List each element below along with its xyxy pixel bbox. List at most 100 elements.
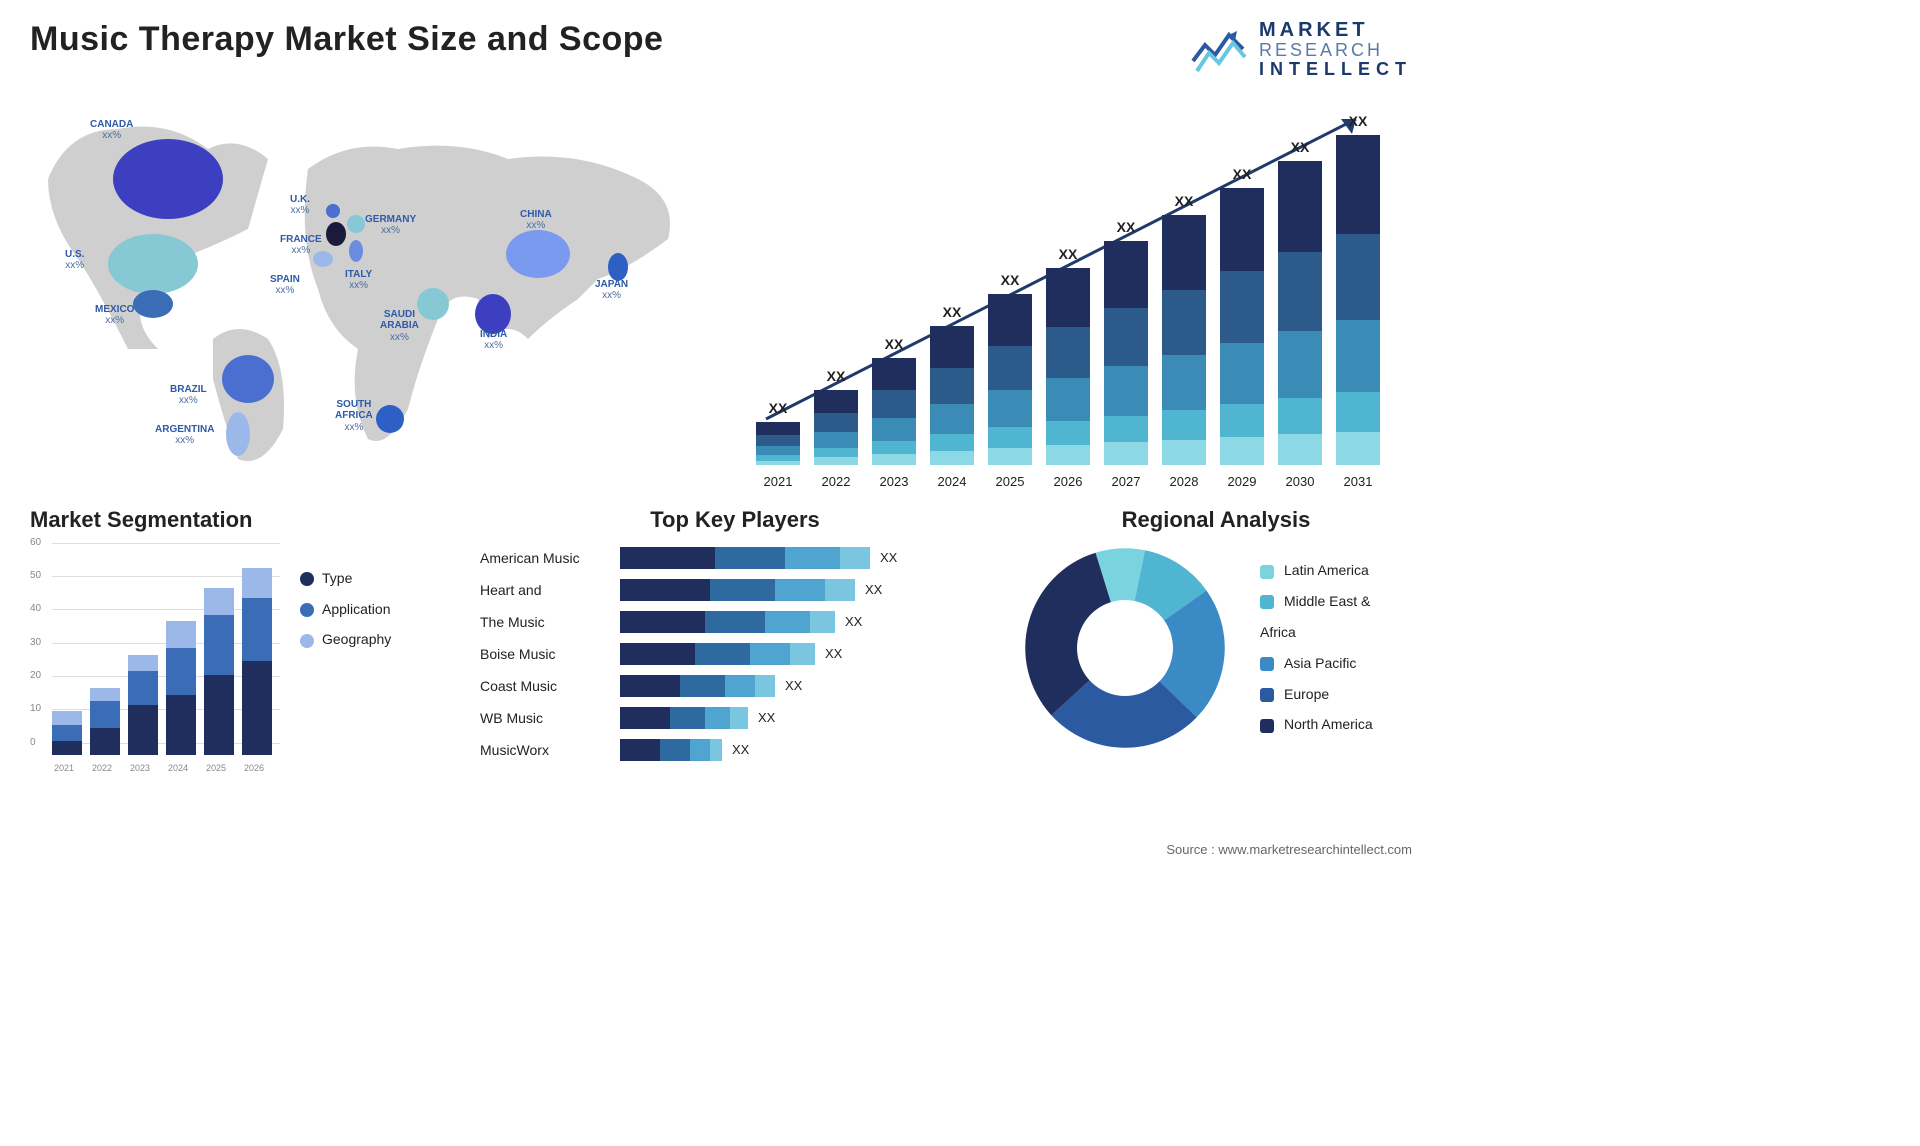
growth-bar-value: XX bbox=[1349, 113, 1368, 129]
seg-bar-segment bbox=[204, 615, 234, 675]
seg-legend-item: Type bbox=[300, 563, 391, 594]
map-label: FRANCExx% bbox=[280, 234, 322, 257]
region-legend-item: Latin America bbox=[1260, 555, 1373, 586]
growth-bar-year: 2030 bbox=[1286, 474, 1315, 489]
seg-bar-segment bbox=[128, 655, 158, 672]
seg-legend-item: Application bbox=[300, 594, 391, 625]
player-value: XX bbox=[758, 710, 775, 725]
growth-bar-panel: XX2021XX2022XX2023XX2024XX2025XX2026XX20… bbox=[736, 89, 1412, 489]
seg-bar-segment bbox=[204, 675, 234, 755]
growth-bar bbox=[930, 326, 974, 464]
growth-bar bbox=[1046, 268, 1090, 465]
map-label: JAPANxx% bbox=[595, 279, 628, 302]
map-label: ITALYxx% bbox=[345, 269, 372, 292]
growth-bar bbox=[756, 422, 800, 465]
map-country-argentina bbox=[226, 412, 250, 456]
growth-bar-value: XX bbox=[1175, 193, 1194, 209]
world-map-panel: CANADAxx%U.S.xx%MEXICOxx%BRAZILxx%ARGENT… bbox=[30, 89, 706, 489]
map-label: INDIAxx% bbox=[480, 329, 507, 352]
growth-bar bbox=[1104, 241, 1148, 465]
segmentation-title: Market Segmentation bbox=[30, 507, 450, 533]
segmentation-legend: TypeApplicationGeography bbox=[300, 543, 391, 773]
map-country-china bbox=[506, 230, 570, 278]
region-legend-item: Asia Pacific bbox=[1260, 648, 1373, 679]
player-row: Heart andXX bbox=[480, 575, 990, 605]
map-country-india bbox=[475, 294, 511, 334]
map-country-italy bbox=[349, 240, 363, 262]
growth-bar-value: XX bbox=[943, 304, 962, 320]
map-label: SPAINxx% bbox=[270, 274, 300, 297]
map-country-japan bbox=[608, 253, 628, 281]
logo-text-3: INTELLECT bbox=[1259, 60, 1412, 79]
seg-bar-segment bbox=[128, 671, 158, 704]
seg-bar-segment bbox=[52, 725, 82, 742]
seg-y-tick: 50 bbox=[30, 570, 41, 581]
regional-title: Regional Analysis bbox=[1020, 507, 1412, 533]
key-players-chart: American MusicXXHeart andXXThe MusicXXBo… bbox=[480, 543, 990, 765]
regional-legend: Latin AmericaMiddle East &AfricaAsia Pac… bbox=[1260, 555, 1373, 740]
key-players-title: Top Key Players bbox=[480, 507, 990, 533]
seg-x-tick: 2024 bbox=[168, 763, 188, 773]
region-legend-item: North America bbox=[1260, 709, 1373, 740]
segmentation-panel: Market Segmentation 01020304050602021202… bbox=[30, 507, 450, 807]
regional-donut-chart bbox=[1020, 543, 1230, 753]
regional-panel: Regional Analysis Latin AmericaMiddle Ea… bbox=[1020, 507, 1412, 807]
growth-bar-value: XX bbox=[827, 368, 846, 384]
player-value: XX bbox=[785, 678, 802, 693]
map-label: CHINAxx% bbox=[520, 209, 552, 232]
map-country-uk bbox=[326, 204, 340, 218]
growth-bar-value: XX bbox=[1059, 246, 1078, 262]
map-label: SOUTHAFRICAxx% bbox=[335, 399, 373, 434]
map-label: BRAZILxx% bbox=[170, 384, 207, 407]
player-name: Heart and bbox=[480, 582, 620, 598]
growth-bar-year: 2024 bbox=[938, 474, 967, 489]
player-name: Boise Music bbox=[480, 646, 620, 662]
seg-bar-segment bbox=[166, 621, 196, 648]
growth-bar bbox=[1162, 215, 1206, 465]
map-country-canada bbox=[113, 139, 223, 219]
seg-x-tick: 2022 bbox=[92, 763, 112, 773]
seg-bar-segment bbox=[204, 588, 234, 615]
seg-bar-segment bbox=[90, 728, 120, 755]
map-label: ARGENTINAxx% bbox=[155, 424, 214, 447]
seg-y-tick: 40 bbox=[30, 603, 41, 614]
growth-bar-value: XX bbox=[769, 400, 788, 416]
growth-bar-value: XX bbox=[1233, 166, 1252, 182]
player-value: XX bbox=[825, 646, 842, 661]
player-name: MusicWorx bbox=[480, 742, 620, 758]
map-country-france bbox=[326, 222, 346, 246]
growth-bar bbox=[1278, 161, 1322, 464]
player-row: Boise Music XX bbox=[480, 639, 990, 669]
seg-x-tick: 2023 bbox=[130, 763, 150, 773]
map-label: MEXICOxx% bbox=[95, 304, 134, 327]
seg-x-tick: 2026 bbox=[244, 763, 264, 773]
seg-bar-segment bbox=[90, 701, 120, 728]
map-country-mexico bbox=[133, 290, 173, 318]
page-title: Music Therapy Market Size and Scope bbox=[30, 20, 663, 59]
growth-bar-year: 2027 bbox=[1112, 474, 1141, 489]
region-legend-item: Middle East &Africa bbox=[1260, 586, 1373, 648]
growth-bar bbox=[872, 358, 916, 464]
source-attribution: Source : www.marketresearchintellect.com bbox=[1166, 842, 1412, 857]
growth-bar-year: 2031 bbox=[1344, 474, 1373, 489]
growth-bar-year: 2025 bbox=[996, 474, 1025, 489]
seg-bar-segment bbox=[242, 568, 272, 598]
growth-bar bbox=[988, 294, 1032, 464]
map-label: CANADAxx% bbox=[90, 119, 133, 142]
growth-bar bbox=[1220, 188, 1264, 465]
seg-y-tick: 20 bbox=[30, 670, 41, 681]
segmentation-chart: 0102030405060202120222023202420252026 bbox=[30, 543, 280, 773]
player-row: The MusicXX bbox=[480, 607, 990, 637]
growth-bar bbox=[1336, 135, 1380, 465]
growth-bar-year: 2022 bbox=[822, 474, 851, 489]
seg-bar-segment bbox=[52, 741, 82, 754]
growth-bar-value: XX bbox=[1001, 272, 1020, 288]
seg-bar-segment bbox=[242, 598, 272, 661]
player-row: WB Music XX bbox=[480, 703, 990, 733]
player-name: WB Music bbox=[480, 710, 620, 726]
player-name: Coast Music bbox=[480, 678, 620, 694]
logo-text-1: MARKET bbox=[1259, 20, 1412, 41]
growth-bar-year: 2021 bbox=[764, 474, 793, 489]
seg-bar-segment bbox=[52, 711, 82, 724]
player-value: XX bbox=[880, 550, 897, 565]
